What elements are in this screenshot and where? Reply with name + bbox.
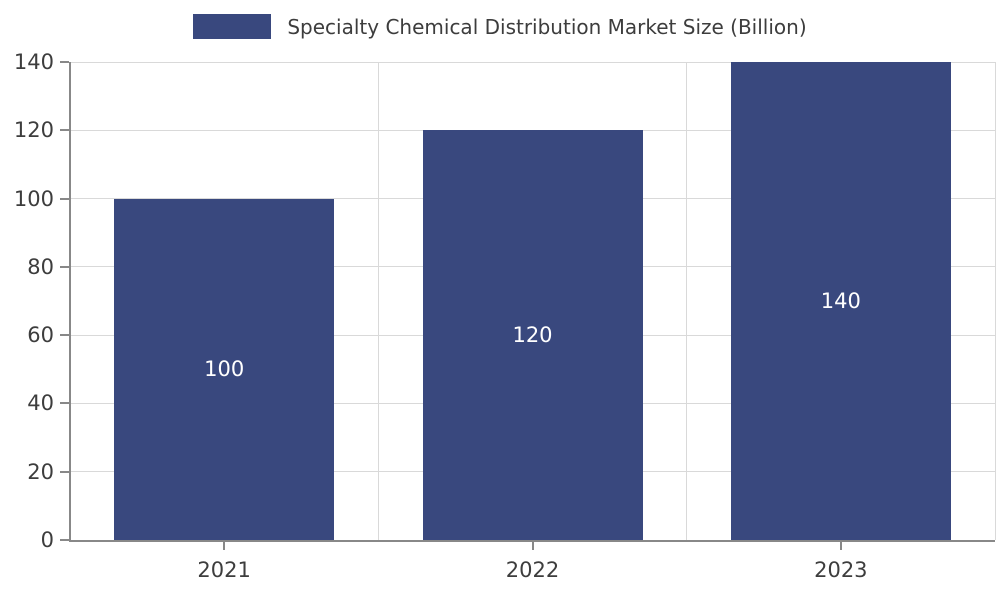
bar-value-label: 100 xyxy=(204,357,245,382)
y-tick-label: 100 xyxy=(13,186,54,211)
gridline-vertical xyxy=(686,62,688,540)
x-tick-label: 2023 xyxy=(814,558,868,582)
y-tick-label: 0 xyxy=(40,528,54,552)
y-axis-tick xyxy=(60,402,69,405)
y-tick-label: 60 xyxy=(27,323,54,348)
gridline-vertical xyxy=(994,62,996,540)
y-axis-tick xyxy=(60,334,69,337)
gridline-vertical xyxy=(377,62,379,540)
x-axis-line xyxy=(69,540,995,542)
y-tick-label: 20 xyxy=(27,459,54,484)
gridline-horizontal xyxy=(70,129,995,131)
y-tick-label: 120 xyxy=(13,118,54,143)
y-tick-label: 140 xyxy=(13,50,54,74)
legend-swatch xyxy=(193,14,272,39)
y-axis-tick xyxy=(60,197,69,200)
y-tick-label: 80 xyxy=(27,254,54,279)
x-tick-label: 2021 xyxy=(197,558,251,582)
y-axis-tick xyxy=(60,129,69,132)
x-axis-tick xyxy=(223,541,226,550)
x-axis-tick xyxy=(531,541,534,550)
chart-title: Specialty Chemical Distribution Market S… xyxy=(287,14,807,39)
y-axis-line xyxy=(69,62,71,540)
y-tick-label: 40 xyxy=(27,391,54,416)
y-axis-tick xyxy=(60,470,69,473)
legend: Specialty Chemical Distribution Market S… xyxy=(0,14,1000,39)
bar-2022: 120 xyxy=(422,130,643,540)
bar-value-label: 120 xyxy=(512,323,553,348)
bar-2021: 100 xyxy=(114,198,335,540)
bar-2023: 140 xyxy=(730,62,951,540)
y-axis-tick xyxy=(60,61,69,63)
y-axis-tick xyxy=(60,539,69,541)
x-axis-tick xyxy=(839,541,842,550)
gridline-horizontal xyxy=(70,61,995,63)
x-tick-label: 2022 xyxy=(505,558,560,582)
y-axis-tick xyxy=(60,265,69,268)
bar-value-label: 140 xyxy=(820,289,861,313)
plot-area: 0 20 40 60 80 100 120 140 100 2021 120 2022 140 2023 xyxy=(14,50,996,582)
